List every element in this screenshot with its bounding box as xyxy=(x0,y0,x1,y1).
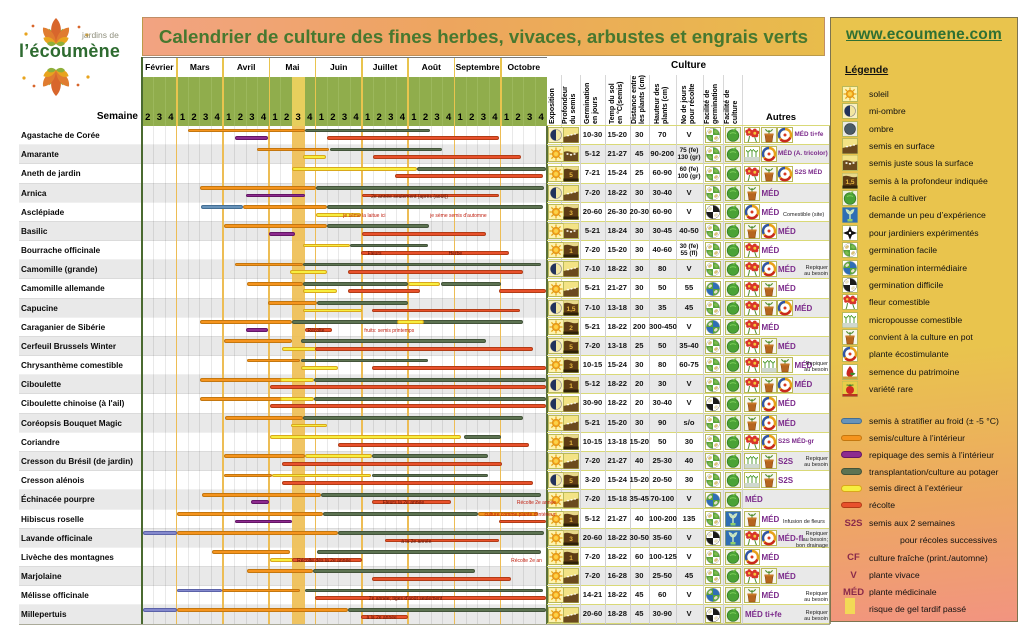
svg-text:1: 1 xyxy=(569,555,573,562)
svg-text:1,5: 1,5 xyxy=(566,306,575,313)
svg-text:2: 2 xyxy=(569,325,573,332)
svg-text:3: 3 xyxy=(569,210,573,217)
svg-text:1,5: 1,5 xyxy=(845,179,854,186)
svg-text:3: 3 xyxy=(569,363,573,370)
svg-text:1: 1 xyxy=(569,383,573,390)
svg-text:5: 5 xyxy=(569,344,573,351)
svg-text:5: 5 xyxy=(569,478,573,485)
svg-text:1: 1 xyxy=(569,517,573,524)
svg-text:5: 5 xyxy=(569,172,573,179)
svg-text:1: 1 xyxy=(569,440,573,447)
svg-text:1: 1 xyxy=(569,248,573,255)
svg-text:3: 3 xyxy=(569,536,573,543)
